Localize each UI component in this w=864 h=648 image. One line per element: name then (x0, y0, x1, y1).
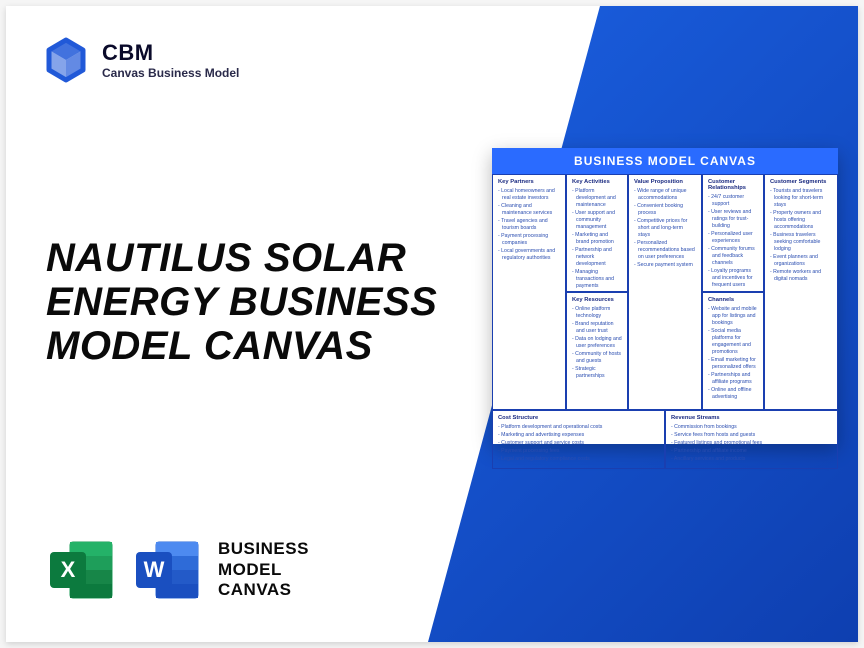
list-item: Marketing and advertising expenses (498, 432, 659, 439)
list-item: Partnerships and affiliate programs (708, 372, 758, 386)
list-item: Platform development and maintenance (572, 188, 622, 209)
list-item: Managing transactions and payments (572, 269, 622, 290)
block-customer-segments: Customer Segments Tourists and travelers… (764, 174, 838, 410)
list-item: Convenient booking process (634, 203, 696, 217)
canvas-bottom-row: Cost Structure Platform development and … (492, 410, 838, 469)
list-item: Strategic partnerships (572, 366, 622, 380)
list-item: Customer support and service costs (498, 440, 659, 447)
block-items: Platform development and maintenanceUser… (572, 188, 622, 290)
bmc-label-line: MODEL (218, 560, 309, 580)
block-channels: Channels Website and mobile app for list… (702, 292, 764, 410)
list-item: Marketing and brand promotion (572, 232, 622, 246)
list-item: Event planners and organizations (770, 254, 832, 268)
list-item: User support and community management (572, 210, 622, 231)
list-item: Payment processing fees (498, 448, 659, 455)
cbm-logo-icon (42, 36, 90, 84)
block-heading: Key Partners (498, 179, 560, 185)
list-item: Community forums and feedback channels (708, 246, 758, 267)
bmc-label-line: BUSINESS (218, 539, 309, 559)
list-item: Loyalty programs and incentives for freq… (708, 268, 758, 289)
list-item: Website and mobile app for listings and … (708, 306, 758, 327)
list-item: Business travelers seeking comfortable l… (770, 232, 832, 253)
list-item: Local governments and regulatory authori… (498, 248, 560, 262)
canvas-top-row: Key Partners Local homeowners and real e… (492, 174, 838, 410)
list-item: Partnership and affiliate income (671, 448, 832, 455)
logo-subtitle: Canvas Business Model (102, 66, 239, 80)
block-items: Website and mobile app for listings and … (708, 306, 758, 401)
bmc-label: BUSINESS MODEL CANVAS (218, 539, 309, 600)
block-items: Wide range of unique accommodationsConve… (634, 188, 696, 269)
list-item: Partnership and network development (572, 247, 622, 268)
list-item: Platform development and operational cos… (498, 424, 659, 431)
svg-text:X: X (61, 557, 76, 582)
list-item: Ancillary services and products (671, 456, 832, 463)
list-item: Online and offline advertising (708, 387, 758, 401)
list-item: Remote workers and digital nomads (770, 269, 832, 283)
list-item: Personalized recommendations based on us… (634, 240, 696, 261)
list-item: Wide range of unique accommodations (634, 188, 696, 202)
canvas-title: BUSINESS MODEL CANVAS (492, 148, 838, 174)
block-key-resources: Key Resources Online platform technology… (566, 292, 628, 410)
block-customer-relationships: Customer Relationships 24/7 customer sup… (702, 174, 764, 292)
list-item: User reviews and ratings for trust-build… (708, 209, 758, 230)
excel-icon: X (46, 534, 118, 606)
block-items: 24/7 customer supportUser reviews and ra… (708, 194, 758, 289)
list-item: Service fees from hosts and guests (671, 432, 832, 439)
block-items: Local homeowners and real estate investo… (498, 188, 560, 262)
logo-block: CBM Canvas Business Model (42, 36, 239, 84)
list-item: Commission from bookings (671, 424, 832, 431)
list-item: Email marketing for personalized offers (708, 357, 758, 371)
promo-card: CBM Canvas Business Model NAUTILUS SOLAR… (6, 6, 858, 642)
block-heading: Value Proposition (634, 179, 696, 185)
canvas-preview-sheet: BUSINESS MODEL CANVAS Key Partners Local… (492, 148, 838, 444)
block-items: Tourists and travelers looking for short… (770, 188, 832, 283)
list-item: Online platform technology (572, 306, 622, 320)
list-item: Competitive prices for short and long-te… (634, 218, 696, 239)
list-item: Cleaning and maintenance services (498, 203, 560, 217)
block-revenue-streams: Revenue Streams Commission from bookings… (665, 410, 838, 469)
list-item: Personalized user experiences (708, 231, 758, 245)
list-item: Payment processing companies (498, 233, 560, 247)
page-title: NAUTILUS SOLAR ENERGY BUSINESS MODEL CAN… (46, 236, 486, 368)
block-heading: Revenue Streams (671, 415, 832, 421)
list-item: Featured listings and promotional fees (671, 440, 832, 447)
list-item: Legal and regulatory compliance costs (498, 456, 659, 463)
block-heading: Customer Segments (770, 179, 832, 185)
list-item: Tourists and travelers looking for short… (770, 188, 832, 209)
word-icon: W (132, 534, 204, 606)
block-heading: Customer Relationships (708, 179, 758, 191)
block-cost-structure: Cost Structure Platform development and … (492, 410, 665, 469)
block-heading: Key Activities (572, 179, 622, 185)
block-key-partners: Key Partners Local homeowners and real e… (492, 174, 566, 410)
list-item: Local homeowners and real estate investo… (498, 188, 560, 202)
block-heading: Cost Structure (498, 415, 659, 421)
list-item: 24/7 customer support (708, 194, 758, 208)
block-items: Commission from bookingsService fees fro… (671, 424, 832, 463)
list-item: Secure payment system (634, 262, 696, 269)
list-item: Community of hosts and guests (572, 351, 622, 365)
logo-brand: CBM (102, 40, 239, 66)
block-heading: Key Resources (572, 297, 622, 303)
block-key-activities: Key Activities Platform development and … (566, 174, 628, 292)
list-item: Social media platforms for engagement an… (708, 328, 758, 356)
bmc-label-line: CANVAS (218, 580, 309, 600)
block-items: Online platform technologyBrand reputati… (572, 306, 622, 380)
svg-text:W: W (144, 557, 165, 582)
list-item: Property owners and hosts offering accom… (770, 210, 832, 231)
block-value-proposition: Value Proposition Wide range of unique a… (628, 174, 702, 410)
block-items: Platform development and operational cos… (498, 424, 659, 463)
file-format-icons: X W BUSINESS MODEL CANVAS (46, 534, 309, 606)
list-item: Brand reputation and user trust (572, 321, 622, 335)
list-item: Travel agencies and tourism boards (498, 218, 560, 232)
block-heading: Channels (708, 297, 758, 303)
list-item: Data on lodging and user preferences (572, 336, 622, 350)
